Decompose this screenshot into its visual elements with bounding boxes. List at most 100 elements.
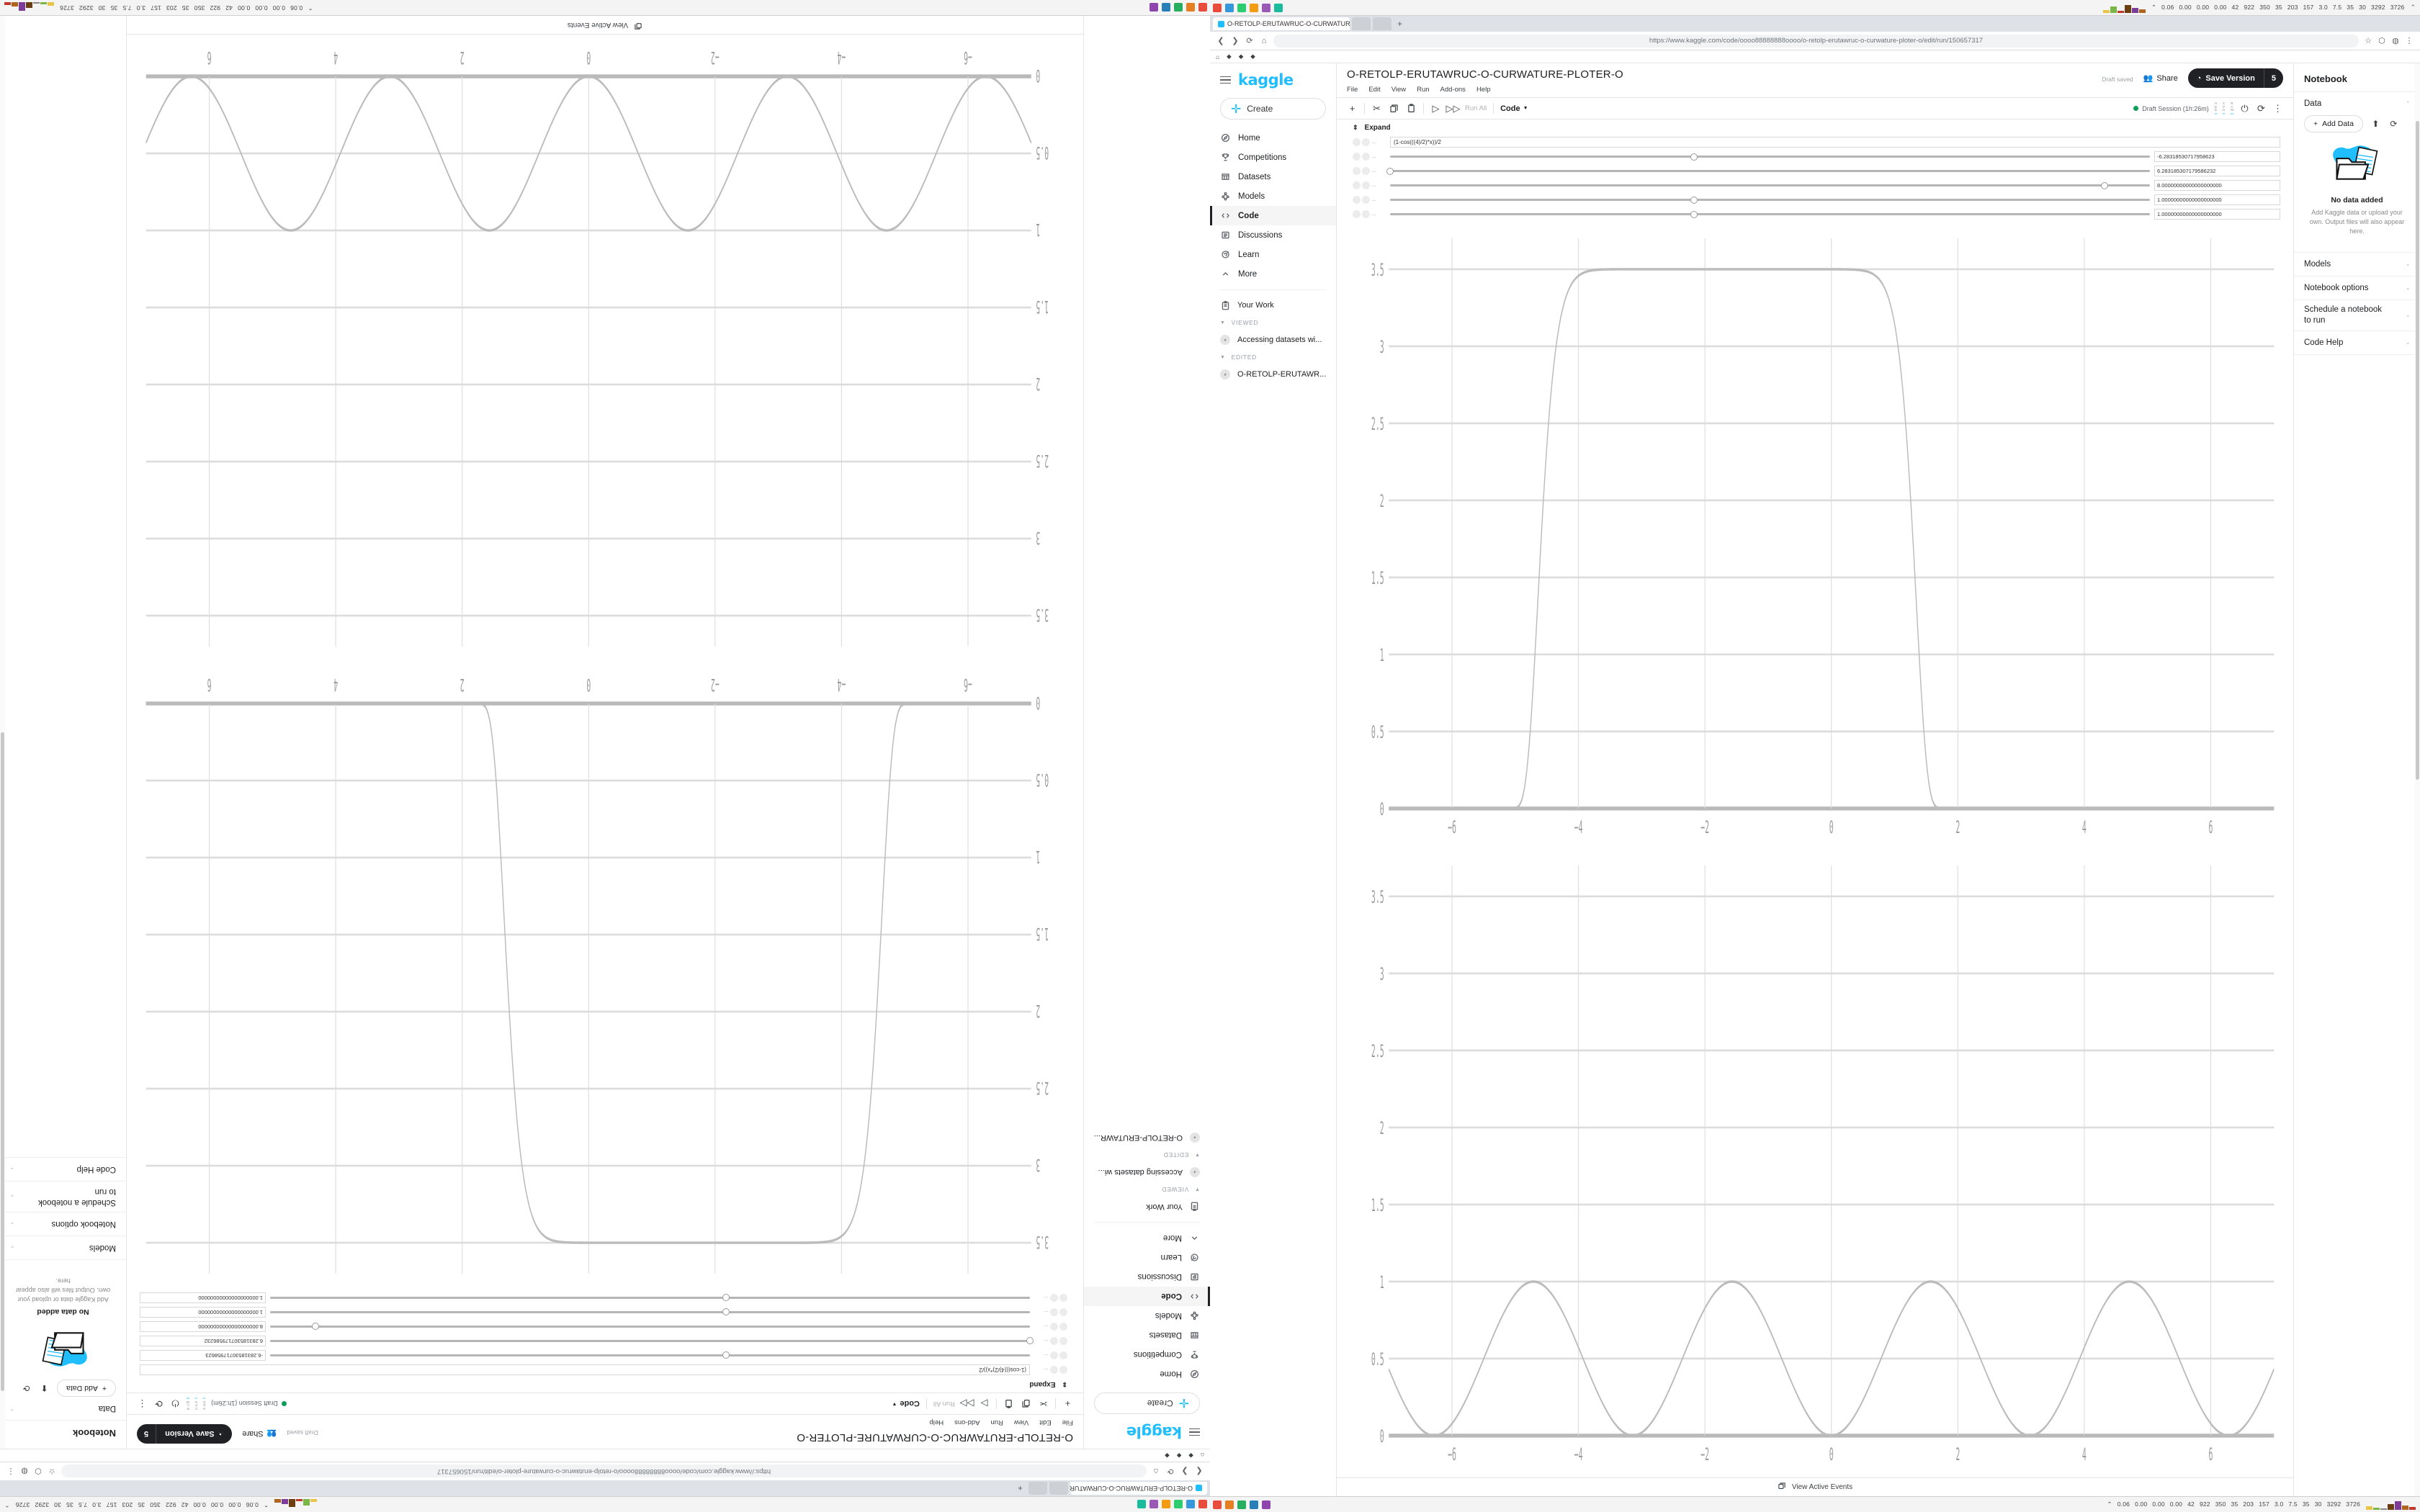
- forward-arrow-icon[interactable]: ❯: [1181, 1467, 1188, 1475]
- bookmark-item[interactable]: ◆: [1238, 53, 1244, 60]
- sidebar-item-datasets[interactable]: Datasets: [1084, 1326, 1210, 1345]
- menu-add-ons[interactable]: Add-ons: [954, 1418, 980, 1426]
- expand-chevron-icon[interactable]: ⌃: [2410, 4, 2416, 11]
- widget-row[interactable]: … 8.00000000000000000000: [1353, 179, 2280, 192]
- taskbar-icon[interactable]: [1262, 1500, 1270, 1509]
- menu-help[interactable]: Help: [1476, 86, 1491, 94]
- taskbar-icon[interactable]: [1225, 1500, 1234, 1509]
- scissors-icon[interactable]: ✂: [1373, 102, 1381, 114]
- upload-icon[interactable]: ⬆: [40, 1383, 48, 1393]
- taskbar-icon[interactable]: [1237, 1500, 1246, 1509]
- chevron-down-icon[interactable]: ⌄: [2406, 341, 2410, 346]
- taskbar-launchers[interactable]: [1147, 3, 1210, 12]
- group-header-viewed[interactable]: ▼ VIEWED: [1084, 1182, 1210, 1197]
- kebab-menu-icon[interactable]: ⋮: [2273, 102, 2282, 114]
- sidebar-item-your-work[interactable]: Your Work: [1084, 1197, 1210, 1216]
- chevron-up-icon[interactable]: ⌃: [2406, 102, 2410, 107]
- expand-row[interactable]: ⇕ Expand: [127, 1376, 1083, 1392]
- taskbar-icon[interactable]: [1174, 1500, 1183, 1509]
- add-data-row[interactable]: + Add Data ⬆ ⟳: [0, 1372, 126, 1397]
- new-tab-button[interactable]: +: [1017, 1483, 1023, 1493]
- os-taskbar-bottom[interactable]: ⌃ 0.06 0.00 0.00 0.00 42 922 350 35 203 157 3.0 7.5 3…: [0, 0, 1210, 16]
- plus-icon[interactable]: +: [1065, 1398, 1071, 1409]
- slider-knob[interactable]: [722, 1308, 730, 1316]
- reload-icon[interactable]: ⟳: [1167, 1467, 1174, 1475]
- taskbar-icon[interactable]: [1213, 3, 1222, 12]
- bookmark-item[interactable]: ◆: [1188, 1452, 1193, 1459]
- taskbar-launchers[interactable]: [1210, 1500, 1273, 1509]
- sidebar-item-learn[interactable]: Learn: [1210, 245, 1336, 264]
- formula-input[interactable]: (1-cos(((4)/2)*x))/2: [1390, 137, 2280, 148]
- sidebar-item-code[interactable]: Code: [1084, 1287, 1210, 1306]
- recent-item[interactable]: ◕ O-RETOLP-ERUTAWR...: [1210, 365, 1336, 384]
- bookmark-item[interactable]: ⌂: [1200, 1452, 1204, 1459]
- widget-row[interactable]: … 1.00000000000000000000: [1353, 194, 2280, 206]
- refresh-icon[interactable]: ⟳: [2257, 102, 2265, 114]
- create-button[interactable]: ✛ Create: [1094, 1392, 1200, 1414]
- back-arrow-icon[interactable]: ❮: [1217, 37, 1224, 45]
- play-icon[interactable]: ▷: [1432, 102, 1440, 114]
- upload-icon[interactable]: ⬆: [2372, 119, 2380, 129]
- back-arrow-icon[interactable]: ❮: [1196, 1467, 1203, 1475]
- widget-row[interactable]: … -6.28318530717958623: [140, 1349, 1067, 1362]
- kebab-menu-icon[interactable]: ⋮: [138, 1398, 147, 1410]
- widget-row[interactable]: … 1.00000000000000000000: [140, 1306, 1067, 1318]
- bookmark-item[interactable]: ◆: [1165, 1452, 1170, 1459]
- bookmark-item[interactable]: ◆: [1227, 53, 1232, 60]
- copy-icon[interactable]: [1021, 1398, 1031, 1409]
- menu-file[interactable]: File: [1347, 86, 1358, 94]
- slider-track[interactable]: [270, 1297, 1030, 1299]
- share-button[interactable]: 👥 Share: [2143, 73, 2178, 84]
- widget-row[interactable]: … -6.28318530717958623: [1353, 150, 2280, 163]
- slider-knob[interactable]: [1690, 210, 1698, 218]
- slider-track[interactable]: [270, 1326, 1030, 1328]
- kaggle-logo-row[interactable]: kaggle: [1210, 63, 1336, 96]
- panel-section-models[interactable]: Models ⌄: [2294, 253, 2420, 277]
- taskbar-icon[interactable]: [1150, 1500, 1158, 1509]
- chevron-down-icon[interactable]: ⌄: [10, 1193, 14, 1199]
- create-button[interactable]: ✛ Create: [1220, 98, 1326, 120]
- add-data-button[interactable]: + Add Data: [57, 1380, 116, 1397]
- slider-1[interactable]: [1390, 151, 2150, 162]
- sync-icon[interactable]: ⟳: [2390, 119, 2398, 129]
- menu-edit[interactable]: Edit: [1368, 86, 1381, 94]
- save-version-button[interactable]: ◔ Save Version 5: [137, 1424, 233, 1444]
- slider-4[interactable]: [1390, 194, 2150, 205]
- menu-view[interactable]: View: [1391, 86, 1407, 94]
- extensions-icon[interactable]: ⬡: [2378, 37, 2385, 45]
- kaggle-logo-row[interactable]: kaggle: [1084, 1416, 1210, 1449]
- panel-section-code-help[interactable]: Code Help ⌄: [0, 1156, 126, 1181]
- sync-icon[interactable]: ⟳: [22, 1383, 30, 1393]
- menu-file[interactable]: File: [1062, 1418, 1073, 1426]
- hamburger-menu-icon[interactable]: [1220, 76, 1231, 84]
- widget-row[interactable]: … 8.00000000000000000000: [140, 1320, 1067, 1333]
- slider-5[interactable]: [270, 1292, 1030, 1303]
- panel-section-schedule[interactable]: Schedule a notebook to run ⌄: [0, 1180, 126, 1212]
- recent-item[interactable]: ◕ Accessing datasets wi...: [1084, 1163, 1210, 1182]
- taskbar-icon[interactable]: [1198, 3, 1207, 12]
- slider-3[interactable]: [1390, 180, 2150, 191]
- sidebar-item-home[interactable]: Home: [1210, 128, 1336, 148]
- group-header-viewed[interactable]: ▼ VIEWED: [1210, 315, 1336, 330]
- taskbar-icon[interactable]: [1137, 1500, 1146, 1509]
- sidebar-item-code[interactable]: Code: [1210, 206, 1336, 225]
- slider-value[interactable]: 1.00000000000000000000: [140, 1307, 266, 1318]
- slider-track[interactable]: [270, 1340, 1030, 1342]
- sidebar-item-home[interactable]: Home: [1084, 1364, 1210, 1384]
- run-all-label[interactable]: Run All: [933, 1400, 955, 1408]
- slider-2[interactable]: [1386, 166, 2150, 176]
- slider-5[interactable]: [1390, 209, 2150, 220]
- panel-section-schedule[interactable]: Schedule a notebook to run ⌄: [2294, 300, 2420, 332]
- sidebar-item-models[interactable]: Models: [1084, 1306, 1210, 1326]
- slider-knob[interactable]: [2100, 181, 2108, 189]
- sidebar-item-competitions[interactable]: Competitions: [1210, 148, 1336, 167]
- sidebar-item-discussions[interactable]: Discussions: [1084, 1267, 1210, 1287]
- address-input[interactable]: https://www.kaggle.com/code/oooo88888888…: [1273, 34, 2359, 48]
- menu-add-ons[interactable]: Add-ons: [1440, 86, 1466, 94]
- chevron-down-icon[interactable]: ⌄: [10, 1220, 14, 1226]
- expand-collapse-icon[interactable]: ⇕: [1353, 124, 1358, 131]
- view-active-events-bar[interactable]: View Active Events: [1337, 1477, 2293, 1496]
- taskbar-icon[interactable]: [1250, 1500, 1258, 1509]
- copy-icon[interactable]: [1389, 103, 1399, 114]
- taskbar-icon[interactable]: [1274, 3, 1283, 12]
